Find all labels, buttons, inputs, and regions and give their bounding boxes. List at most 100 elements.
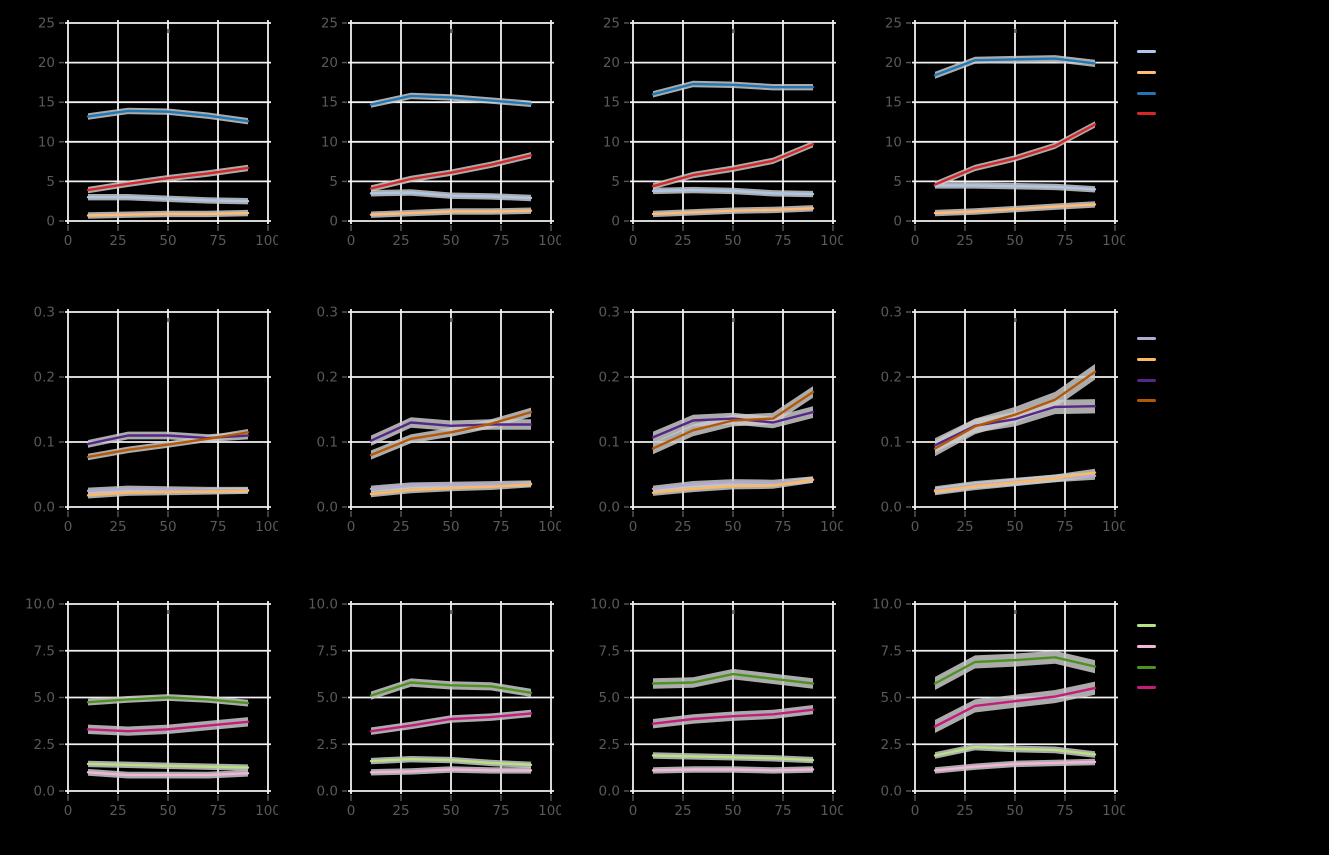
x-tick-label: 100	[538, 233, 561, 249]
subplot-row-2-col4: 0.0 0.1 0.2 0.3 0 25 50 75 100	[881, 305, 1125, 536]
series-line-purple	[933, 404, 1097, 447]
series-line-pale-pink	[369, 768, 533, 774]
x-tick-label: 25	[956, 233, 973, 249]
ci-band-green	[88, 694, 248, 707]
series-line-purple	[369, 421, 533, 442]
y-tick-label: 20	[885, 55, 902, 71]
y-tick-label: 2.5	[317, 737, 338, 753]
title-remnant	[732, 318, 735, 322]
x-tick-label: 50	[1006, 519, 1023, 535]
ci-band-magenta	[935, 681, 1095, 733]
x-tick-label: 75	[209, 519, 226, 535]
x-tick-label: 50	[724, 233, 741, 249]
x-tick-label: 100	[538, 519, 561, 535]
ci-band-green	[653, 668, 813, 689]
y-tick-label: 0.2	[599, 370, 620, 386]
series-line-blue	[369, 94, 533, 106]
y-tick-label: 7.5	[599, 643, 620, 659]
series-line-pale-green	[86, 762, 250, 769]
y-tick-label: 15	[885, 95, 902, 111]
y-tick-label: 5.0	[599, 690, 620, 706]
subplot-row-1-col3: 0 5 10 15 20 25 0 25 50 75 100	[603, 16, 843, 250]
y-tick-label: 0.0	[599, 500, 620, 516]
y-tick-label: 15	[321, 95, 338, 111]
title-remnant	[167, 318, 170, 322]
y-tick-label: 10.0	[25, 597, 55, 613]
series-line-magenta	[933, 686, 1097, 728]
x-tick-label: 25	[392, 233, 409, 249]
x-tick-label: 100	[255, 519, 278, 535]
legend-swatch-pale-pink	[1137, 644, 1156, 648]
x-tick-label: 25	[674, 233, 691, 249]
y-tick-label: 0.2	[881, 370, 902, 386]
legend-entry-red	[1137, 112, 1156, 116]
legend-entry-pale-pink	[1137, 644, 1156, 648]
title-remnant	[450, 610, 453, 614]
x-tick-label: 50	[442, 233, 459, 249]
series-line-pale-pink	[86, 771, 250, 777]
x-tick-label: 25	[956, 803, 973, 819]
series-line-pale-orange	[651, 207, 815, 216]
legend-swatch-brown-orange	[1137, 399, 1156, 403]
x-tick-label: 0	[911, 519, 920, 535]
x-tick-label: 100	[820, 803, 843, 819]
x-tick-label: 75	[1056, 803, 1073, 819]
x-tick-label: 50	[1006, 803, 1023, 819]
legend-swatch-green	[1137, 665, 1156, 669]
y-tick-label: 5	[329, 174, 338, 190]
legend-entry-magenta	[1137, 686, 1156, 690]
x-tick-label: 100	[1102, 233, 1125, 249]
x-tick-label: 100	[255, 803, 278, 819]
y-tick-label: 2.5	[599, 737, 620, 753]
x-tick-label: 0	[629, 233, 638, 249]
y-tick-label: 0	[46, 214, 55, 230]
subplot-row-3-col4: 0.0 2.5 5.0 7.5 10.0 0 25 50 75 100	[872, 597, 1125, 820]
series-line-pale-green	[369, 757, 533, 767]
legend-swatch-pale-orange	[1137, 357, 1156, 361]
y-tick-label: 25	[603, 16, 620, 32]
series-line-brown-orange	[651, 390, 815, 450]
series-line-pale-purple	[369, 482, 533, 491]
series-line-pale-blue	[651, 188, 815, 196]
series-line-pale-blue	[933, 184, 1097, 191]
series-line-green	[933, 656, 1097, 685]
x-tick-label: 50	[442, 803, 459, 819]
title-remnant	[450, 318, 453, 322]
y-tick-label: 0.0	[317, 500, 338, 516]
y-tick-label: 0.3	[34, 305, 55, 321]
x-tick-label: 0	[347, 803, 356, 819]
ci-band-pale-pink	[371, 766, 531, 776]
x-tick-label: 100	[820, 519, 843, 535]
y-tick-label: 0.0	[599, 784, 620, 800]
y-tick-label: 0.1	[881, 435, 902, 451]
x-tick-label: 100	[1102, 803, 1125, 819]
x-tick-label: 25	[674, 803, 691, 819]
x-tick-label: 75	[1056, 233, 1073, 249]
x-tick-label: 75	[774, 519, 791, 535]
y-tick-label: 0.3	[317, 305, 338, 321]
legend-entry-pale-purple	[1137, 337, 1156, 340]
y-tick-label: 0	[893, 214, 902, 230]
y-tick-label: 20	[603, 55, 620, 71]
x-tick-label: 50	[1006, 233, 1023, 249]
x-tick-label: 75	[492, 233, 509, 249]
series-line-brown-orange	[933, 370, 1097, 450]
x-tick-label: 100	[1102, 519, 1125, 535]
x-tick-label: 50	[159, 233, 176, 249]
x-tick-label: 50	[159, 519, 176, 535]
y-tick-label: 5	[893, 174, 902, 190]
title-remnant	[732, 610, 735, 614]
x-tick-label: 75	[774, 233, 791, 249]
subplot-row-2-col1: 0.0 0.1 0.2 0.3 0 25 50 75 100	[34, 305, 278, 536]
series-line-pale-orange	[933, 203, 1097, 215]
series-line-pale-orange	[86, 211, 250, 217]
x-tick-label: 75	[492, 519, 509, 535]
series-line-pale-pink	[933, 760, 1097, 772]
y-tick-label: 7.5	[34, 643, 55, 659]
y-tick-label: 0.0	[34, 500, 55, 516]
x-tick-label: 0	[911, 233, 920, 249]
subplot-row-1-col2: 0 5 10 15 20 25 0 25 50 75 100	[321, 16, 561, 250]
series-line-green	[651, 672, 815, 685]
series-line-red	[86, 166, 250, 192]
x-tick-label: 0	[64, 803, 73, 819]
